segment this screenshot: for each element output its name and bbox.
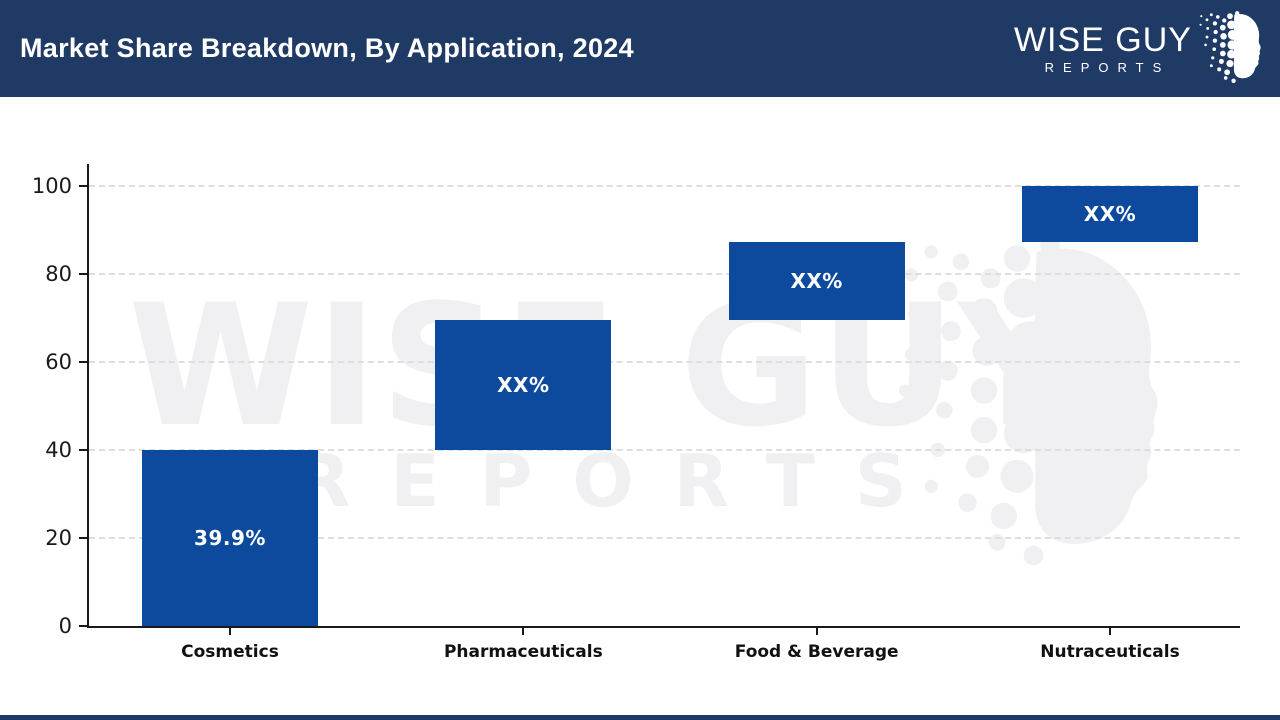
gridline [89, 449, 1240, 451]
x-tick [1108, 628, 1111, 635]
bar-pharmaceuticals: XX% [435, 320, 612, 451]
plot-region: 0 20 40 60 80 100 39.9% Cosmetics XX% Pharmaceuti… [0, 97, 1280, 715]
y-tick [79, 449, 87, 451]
y-tick [79, 361, 87, 363]
y-tick [79, 273, 87, 275]
gridline [89, 273, 1240, 275]
bar-food-beverage: XX% [728, 241, 905, 321]
logo-face-icon [1194, 9, 1266, 88]
header: Market Share Breakdown, By Application, … [0, 0, 1280, 97]
y-tick [79, 625, 87, 627]
bar-value-label: XX% [1083, 201, 1137, 226]
x-tick [522, 628, 525, 635]
y-tick-label: 40 [45, 438, 72, 462]
chart-canvas: WISE GUY REPORTS 0 20 40 60 80 100 39.9% Cosmet… [0, 97, 1280, 715]
logo-text: WISE GUY REPORTS [1014, 23, 1192, 74]
x-axis-label: Cosmetics [181, 642, 279, 662]
x-axis-line [87, 626, 1240, 628]
x-tick [815, 628, 818, 635]
bar-value-label: XX% [790, 269, 843, 294]
x-tick [229, 628, 231, 635]
logo-wordmark: WISE GUY [1013, 21, 1192, 59]
gridline [89, 537, 1240, 539]
y-tick [79, 537, 87, 539]
y-tick-label: 100 [31, 174, 72, 198]
bar-value-label: XX% [497, 373, 550, 398]
y-tick-label: 20 [45, 526, 72, 550]
page-title: Market Share Breakdown, By Application, … [20, 33, 634, 63]
bar-value-label: 39.9% [194, 526, 266, 551]
logo-subtitle: REPORTS [1044, 60, 1171, 75]
bar-nutraceuticals: XX% [1021, 186, 1198, 242]
y-tick [79, 185, 87, 187]
watermark-subtitle: REPORTS [295, 439, 947, 523]
bar-cosmetics: 39.9% [142, 450, 318, 626]
gridline [89, 185, 1240, 187]
y-axis-line [87, 164, 89, 628]
y-tick-label: 80 [45, 262, 72, 286]
y-tick-label: 60 [45, 350, 72, 374]
x-axis-label: Food & Beverage [734, 642, 899, 662]
x-axis-label: Nutraceuticals [1040, 642, 1180, 662]
gridline [89, 361, 1240, 363]
footer-bar [0, 715, 1280, 720]
x-axis-label: Pharmaceuticals [443, 642, 603, 662]
y-tick-label: 0 [58, 614, 72, 638]
wise-guy-reports-logo: WISE GUY REPORTS [1014, 9, 1266, 88]
